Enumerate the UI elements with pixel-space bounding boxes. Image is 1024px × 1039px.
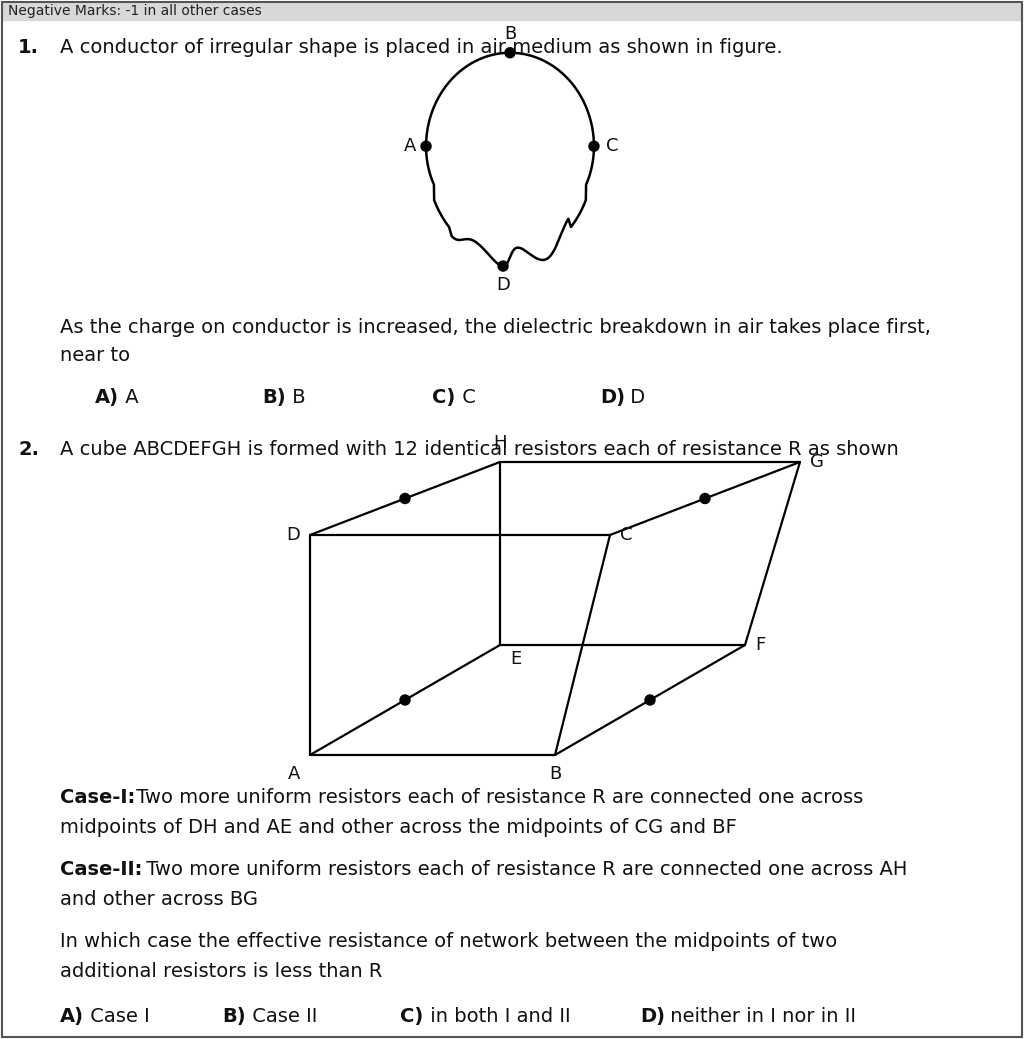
Text: and other across BG: and other across BG xyxy=(60,890,258,909)
Circle shape xyxy=(700,494,710,504)
Text: A: A xyxy=(403,137,416,155)
Text: neither in I nor in II: neither in I nor in II xyxy=(664,1007,856,1025)
Bar xyxy=(2,2,1022,20)
Text: D: D xyxy=(496,276,510,294)
Text: Two more uniform resistors each of resistance R are connected one across: Two more uniform resistors each of resis… xyxy=(130,788,863,807)
Text: E: E xyxy=(510,650,521,668)
Text: A conductor of irregular shape is placed in air medium as shown in figure.: A conductor of irregular shape is placed… xyxy=(60,38,782,57)
Text: D: D xyxy=(286,526,300,544)
Text: Case I: Case I xyxy=(84,1007,150,1025)
Text: Case II: Case II xyxy=(246,1007,317,1025)
Text: Case-II:: Case-II: xyxy=(60,860,142,879)
Text: A: A xyxy=(119,388,138,407)
Text: near to: near to xyxy=(60,346,130,365)
Circle shape xyxy=(589,141,599,152)
Circle shape xyxy=(505,48,515,58)
Text: A): A) xyxy=(95,388,119,407)
Text: C): C) xyxy=(432,388,456,407)
Text: Case-I:: Case-I: xyxy=(60,788,135,807)
Text: C): C) xyxy=(400,1007,423,1025)
Text: A): A) xyxy=(60,1007,84,1025)
Text: H: H xyxy=(494,434,507,452)
Text: Two more uniform resistors each of resistance R are connected one across AH: Two more uniform resistors each of resis… xyxy=(140,860,907,879)
Text: A: A xyxy=(288,765,300,783)
Text: 1.: 1. xyxy=(18,38,39,57)
Text: B: B xyxy=(286,388,305,407)
Text: midpoints of DH and AE and other across the midpoints of CG and BF: midpoints of DH and AE and other across … xyxy=(60,818,737,837)
Circle shape xyxy=(400,494,410,504)
Text: additional resistors is less than R: additional resistors is less than R xyxy=(60,962,382,981)
Text: B): B) xyxy=(262,388,286,407)
Text: B: B xyxy=(504,25,516,43)
Text: F: F xyxy=(755,636,765,654)
Circle shape xyxy=(645,695,655,705)
Text: B): B) xyxy=(222,1007,246,1025)
Text: D: D xyxy=(624,388,645,407)
Text: G: G xyxy=(810,453,824,471)
Circle shape xyxy=(498,261,508,271)
Circle shape xyxy=(421,141,431,152)
Text: C: C xyxy=(620,526,633,544)
Text: As the charge on conductor is increased, the dielectric breakdown in air takes p: As the charge on conductor is increased,… xyxy=(60,318,931,337)
Text: D): D) xyxy=(600,388,625,407)
Text: In which case the effective resistance of network between the midpoints of two: In which case the effective resistance o… xyxy=(60,932,838,951)
Text: C: C xyxy=(606,137,618,155)
Circle shape xyxy=(400,695,410,705)
Text: in both I and II: in both I and II xyxy=(424,1007,570,1025)
Text: B: B xyxy=(549,765,561,783)
Text: 2.: 2. xyxy=(18,439,39,459)
Text: A cube ABCDEFGH is formed with 12 identical resistors each of resistance R as sh: A cube ABCDEFGH is formed with 12 identi… xyxy=(60,439,899,459)
Text: Negative Marks: -1 in all other cases: Negative Marks: -1 in all other cases xyxy=(8,4,262,18)
Text: C: C xyxy=(456,388,476,407)
Text: D): D) xyxy=(640,1007,665,1025)
